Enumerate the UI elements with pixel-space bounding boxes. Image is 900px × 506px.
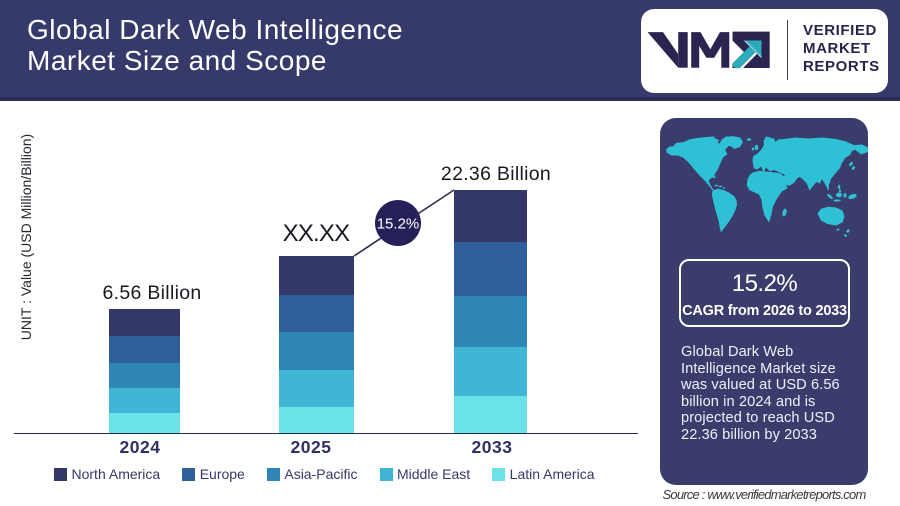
svg-text:15.2%: 15.2% — [377, 216, 420, 233]
